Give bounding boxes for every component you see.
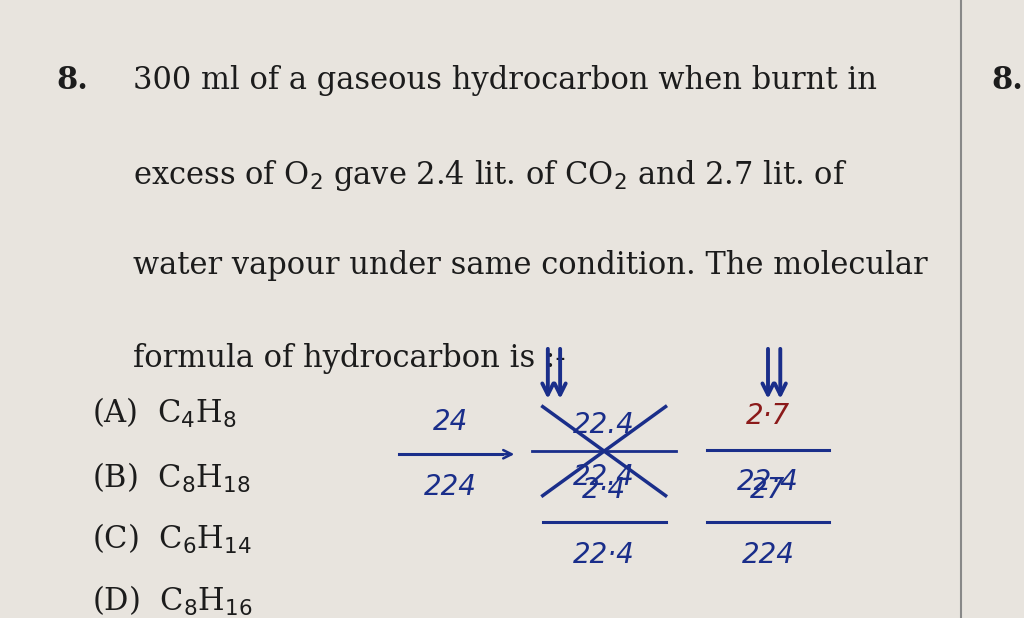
Text: 224: 224 [741, 541, 795, 569]
Text: 224: 224 [424, 473, 477, 501]
Text: 22·4: 22·4 [573, 541, 635, 569]
Text: excess of O$_2$ gave 2.4 lit. of CO$_2$ and 2.7 lit. of: excess of O$_2$ gave 2.4 lit. of CO$_2$ … [133, 158, 847, 193]
Text: 300 ml of a gaseous hydrocarbon when burnt in: 300 ml of a gaseous hydrocarbon when bur… [133, 65, 878, 96]
Text: water vapour under same condition. The molecular: water vapour under same condition. The m… [133, 250, 928, 281]
Text: 27: 27 [751, 476, 785, 504]
Text: 8.: 8. [56, 65, 88, 96]
Text: 2·7: 2·7 [745, 402, 791, 430]
Text: (D)  C$_8$H$_{16}$: (D) C$_8$H$_{16}$ [92, 584, 253, 618]
Text: 22.4: 22.4 [573, 411, 635, 439]
Text: 22.4: 22.4 [573, 463, 635, 491]
Text: 22·4: 22·4 [737, 468, 799, 496]
Text: (C)  C$_6$H$_{14}$: (C) C$_6$H$_{14}$ [92, 522, 252, 556]
Text: 2·4: 2·4 [582, 476, 627, 504]
Text: (B)  C$_8$H$_{18}$: (B) C$_8$H$_{18}$ [92, 460, 251, 494]
Text: formula of hydrocarbon is :-: formula of hydrocarbon is :- [133, 343, 565, 374]
Text: (A)  C$_4$H$_8$: (A) C$_4$H$_8$ [92, 396, 237, 430]
Text: 8.: 8. [991, 65, 1023, 96]
Text: 24: 24 [433, 408, 468, 436]
